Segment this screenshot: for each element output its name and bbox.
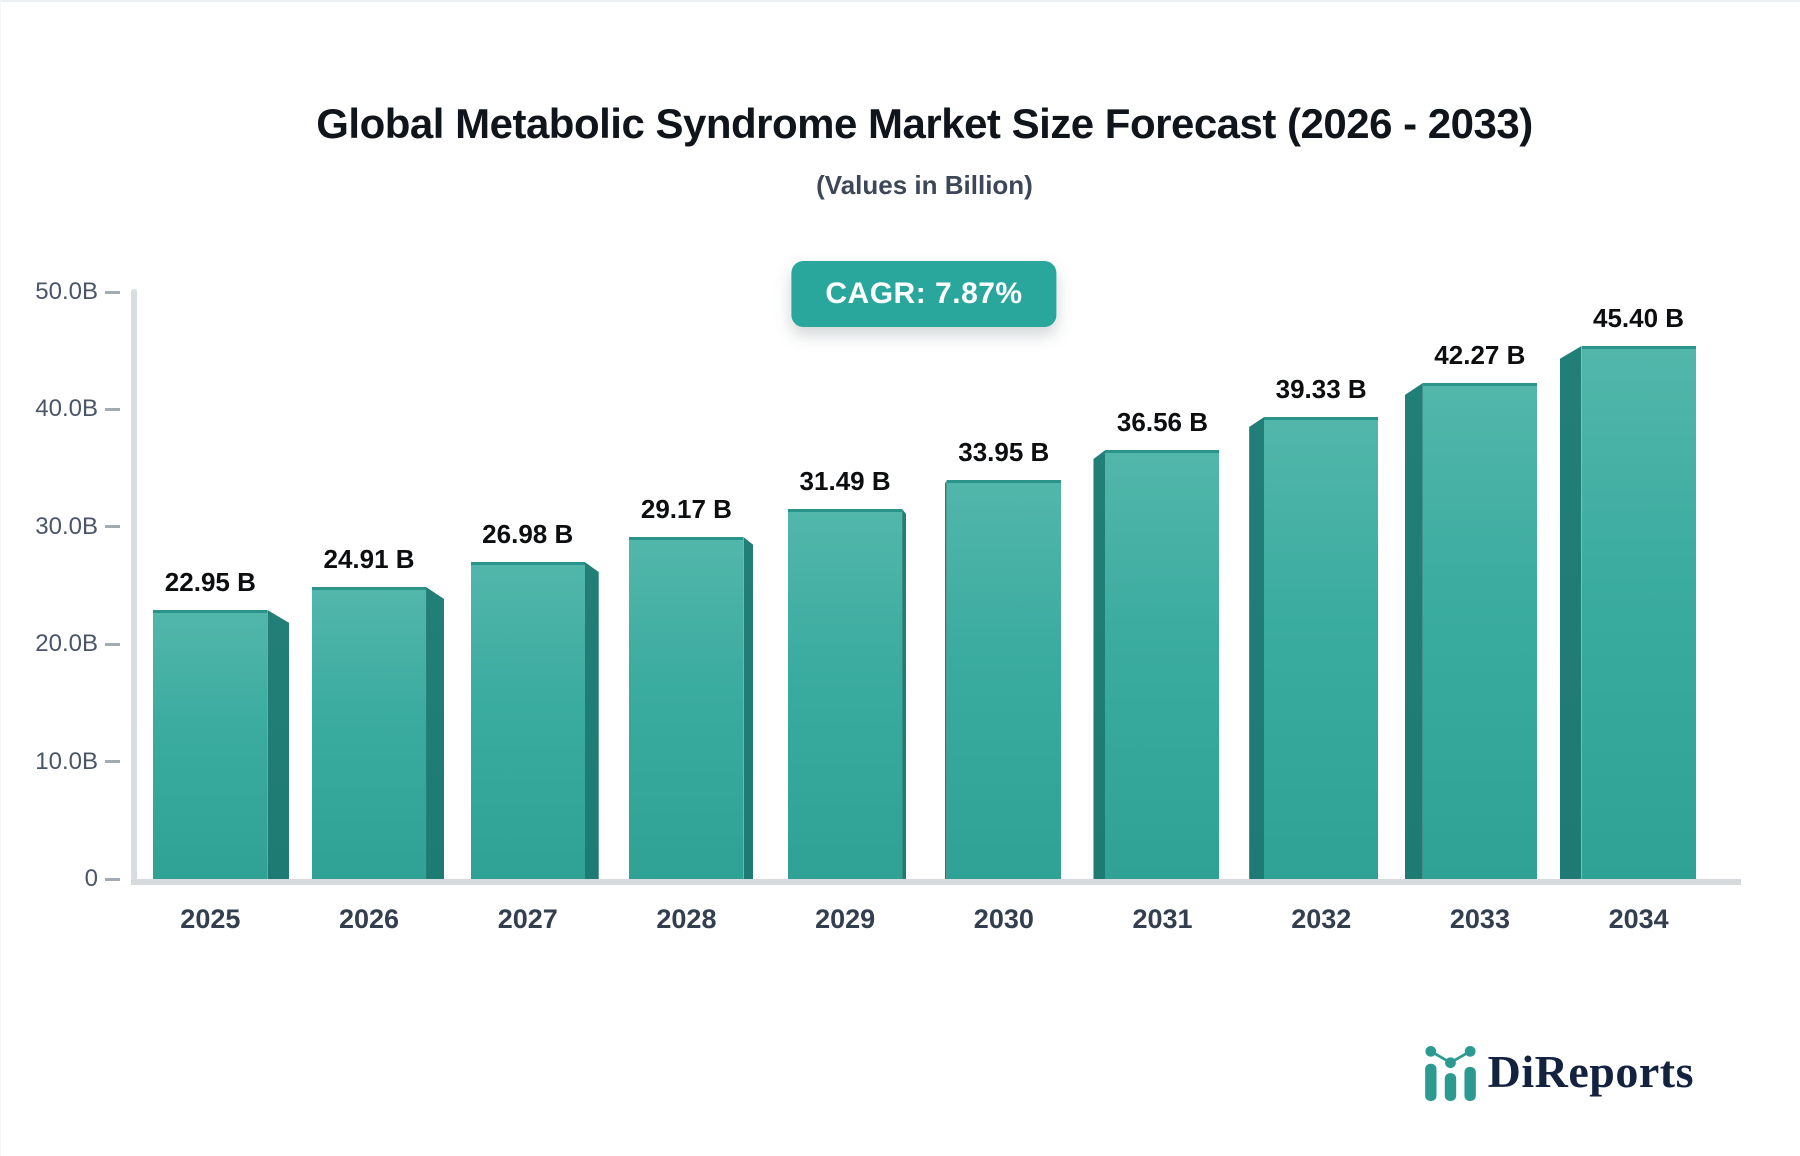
bar-2034 xyxy=(1581,346,1696,879)
bar-group-2026: 24.91 B xyxy=(290,2,449,879)
bar-3d-side xyxy=(1093,450,1106,879)
y-axis-tick xyxy=(105,760,120,764)
bar-value-label: 39.33 B xyxy=(1275,374,1367,404)
x-axis-label-2030: 2030 xyxy=(973,904,1034,934)
bar-group-2033: 42.27 B xyxy=(1401,2,1560,879)
y-axis-tick xyxy=(105,525,120,529)
bar-3d-side xyxy=(743,537,754,879)
bar-2030 xyxy=(946,480,1061,879)
cagr-badge: CAGR: 7.87% xyxy=(791,261,1057,327)
bar-2025 xyxy=(153,610,268,879)
bar-3d-side xyxy=(584,562,599,879)
x-axis-label-2026: 2026 xyxy=(338,904,400,934)
bar-group-2029: 31.49 B xyxy=(766,2,925,879)
chart-title: Global Metabolic Syndrome Market Size Fo… xyxy=(316,100,1533,147)
x-axis-label-2034: 2034 xyxy=(1608,904,1669,934)
bar-value-label: 31.49 B xyxy=(799,466,891,496)
bar-3d-side xyxy=(267,610,290,879)
y-axis-tick xyxy=(105,877,120,881)
y-axis-label: 50.0B xyxy=(35,278,98,305)
bar-3d-side xyxy=(426,587,445,879)
bar-2029 xyxy=(788,509,903,879)
y-axis-tick xyxy=(105,290,120,294)
brand-logo: DiReports xyxy=(1423,1032,1694,1110)
x-axis-label-2029: 2029 xyxy=(815,904,876,934)
bar-value-label: 22.95 B xyxy=(164,567,256,597)
bar-plot-area: 22.95 B 24.91 B 26.98 B 29.17 B 31.49 B 33.95… xyxy=(131,2,1718,879)
x-axis-label-2032: 2032 xyxy=(1291,904,1352,934)
chart-subtitle: (Values in Billion) xyxy=(816,170,1033,200)
bar-3d-side xyxy=(1404,383,1423,879)
bar-3d-side xyxy=(1559,346,1582,879)
x-axis-label-2031: 2031 xyxy=(1132,904,1193,934)
bar-3d-side xyxy=(944,480,947,879)
bar-group-2031: 36.56 B xyxy=(1083,2,1242,879)
bar-2027 xyxy=(470,562,585,879)
bar-value-label: 24.91 B xyxy=(323,544,415,574)
y-axis-label: 30.0B xyxy=(35,512,98,540)
bar-value-label: 42.27 B xyxy=(1434,340,1526,370)
bar-3d-side xyxy=(902,509,907,879)
bar-3d-side xyxy=(1249,417,1265,879)
brand-name: DiReports xyxy=(1487,1045,1694,1097)
x-axis-label-2027: 2027 xyxy=(497,904,558,934)
bar-chart-icon xyxy=(1424,1045,1476,1101)
y-axis-tick xyxy=(105,642,120,646)
bar-2033 xyxy=(1422,383,1537,879)
bar-group-2027: 26.98 B xyxy=(448,2,607,879)
bar-2031 xyxy=(1105,450,1220,879)
y-axis-label: 10.0B xyxy=(35,747,98,775)
bar-group-2032: 39.33 B xyxy=(1242,2,1401,879)
bar-group-2030: 33.95 B xyxy=(924,2,1083,879)
x-axis-label-2028: 2028 xyxy=(656,904,717,934)
bar-group-2028: 29.17 B xyxy=(607,2,766,879)
x-axis-label-2033: 2033 xyxy=(1449,904,1510,934)
bar-value-label: 33.95 B xyxy=(958,437,1050,467)
y-axis-label: 20.0B xyxy=(35,630,98,658)
x-axis-label-2025: 2025 xyxy=(180,904,241,934)
bar-value-label: 45.40 B xyxy=(1592,303,1685,333)
bar-2032 xyxy=(1264,417,1379,879)
bar-value-label: 36.56 B xyxy=(1116,407,1208,437)
bar-2028 xyxy=(629,537,744,879)
y-axis-label: 40.0B xyxy=(35,395,98,423)
y-axis-label: 0 xyxy=(84,865,98,892)
bar-group-2034: 45.40 B xyxy=(1559,2,1718,879)
y-axis-tick xyxy=(105,407,120,411)
bar-value-label: 26.98 B xyxy=(482,519,574,549)
x-axis-line xyxy=(131,879,1741,885)
bar-2026 xyxy=(312,587,427,879)
bar-group-2025: 22.95 B xyxy=(131,2,290,879)
chart-header: Global Metabolic Syndrome Market Size Fo… xyxy=(131,2,1718,201)
y-axis-line xyxy=(131,289,137,881)
bar-value-label: 29.17 B xyxy=(640,494,732,524)
